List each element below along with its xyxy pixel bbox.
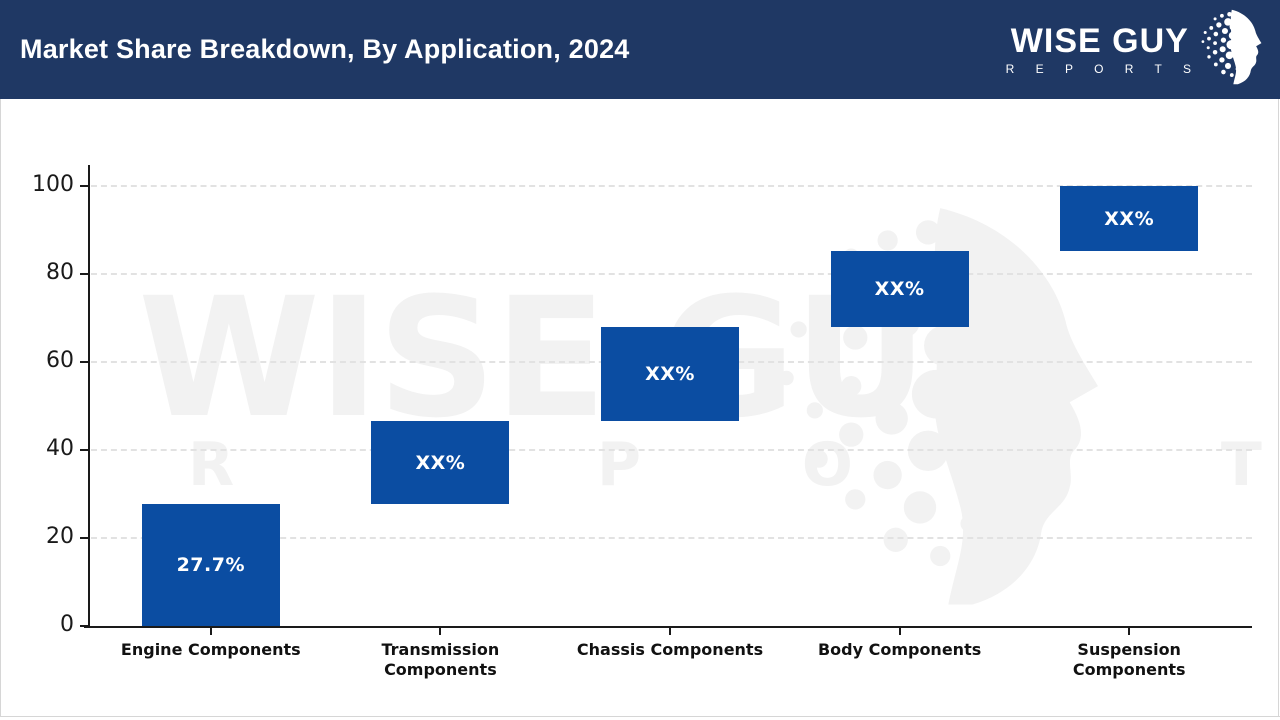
y-axis-tick: [80, 537, 89, 539]
frame-border-right: [1278, 99, 1279, 717]
logo-subtitle: R E P O R T S: [1005, 61, 1200, 76]
wise-guy-logo: WISE GUY R E P O R T S: [1000, 7, 1280, 93]
bar: XX%: [601, 326, 739, 422]
x-axis-label: Suspension Components: [1072, 640, 1186, 679]
logo-name: WISE GUY: [1010, 21, 1189, 60]
bar-value-label: XX%: [415, 451, 466, 474]
y-axis-tick: [80, 449, 89, 451]
y-tick-label: 100: [32, 172, 74, 197]
x-axis-label: Body Components: [817, 640, 982, 659]
y-axis-line: [88, 165, 90, 628]
header-bar: Market Share Breakdown, By Application, …: [0, 0, 1280, 99]
x-axis-label: Engine Components: [120, 640, 301, 659]
head-profile-dots-icon: [1201, 9, 1262, 84]
page-title: Market Share Breakdown, By Application, …: [20, 34, 630, 64]
bar-value-label: XX%: [1104, 207, 1155, 230]
x-axis-tick: [669, 628, 671, 635]
bar-value-label: XX%: [645, 363, 695, 386]
grid-line: [91, 273, 1252, 275]
x-axis-line: [84, 626, 1252, 628]
x-axis-label: Chassis Components: [576, 640, 764, 659]
grid-line: [91, 537, 1252, 539]
y-axis-tick: [80, 361, 89, 363]
bar-value-label: XX%: [874, 277, 925, 300]
y-axis-tick: [80, 185, 89, 187]
bar: XX%: [830, 251, 969, 327]
bar-value-label: 27.7%: [176, 554, 245, 577]
y-tick-label: 40: [46, 436, 74, 461]
bar: 27.7%: [141, 504, 280, 626]
bar: XX%: [1060, 186, 1199, 252]
y-tick-label: 80: [46, 260, 74, 285]
frame-border-left: [0, 99, 1, 717]
x-axis-tick: [439, 628, 442, 635]
x-axis-tick: [209, 628, 212, 635]
y-tick-label: 0: [60, 612, 74, 637]
x-axis-tick: [1128, 628, 1131, 635]
y-axis-tick: [80, 273, 89, 275]
y-tick-label: 20: [46, 524, 74, 549]
grid-line: [91, 449, 1252, 451]
bar: XX%: [371, 421, 510, 505]
logo-text: WISE GUY R E P O R T S: [1000, 24, 1200, 76]
frame-border-bottom: [0, 716, 1280, 717]
grid-line: [91, 185, 1252, 187]
x-axis-label: Transmission Components: [381, 640, 500, 679]
y-tick-label: 60: [46, 348, 74, 373]
x-axis-tick: [898, 628, 901, 635]
